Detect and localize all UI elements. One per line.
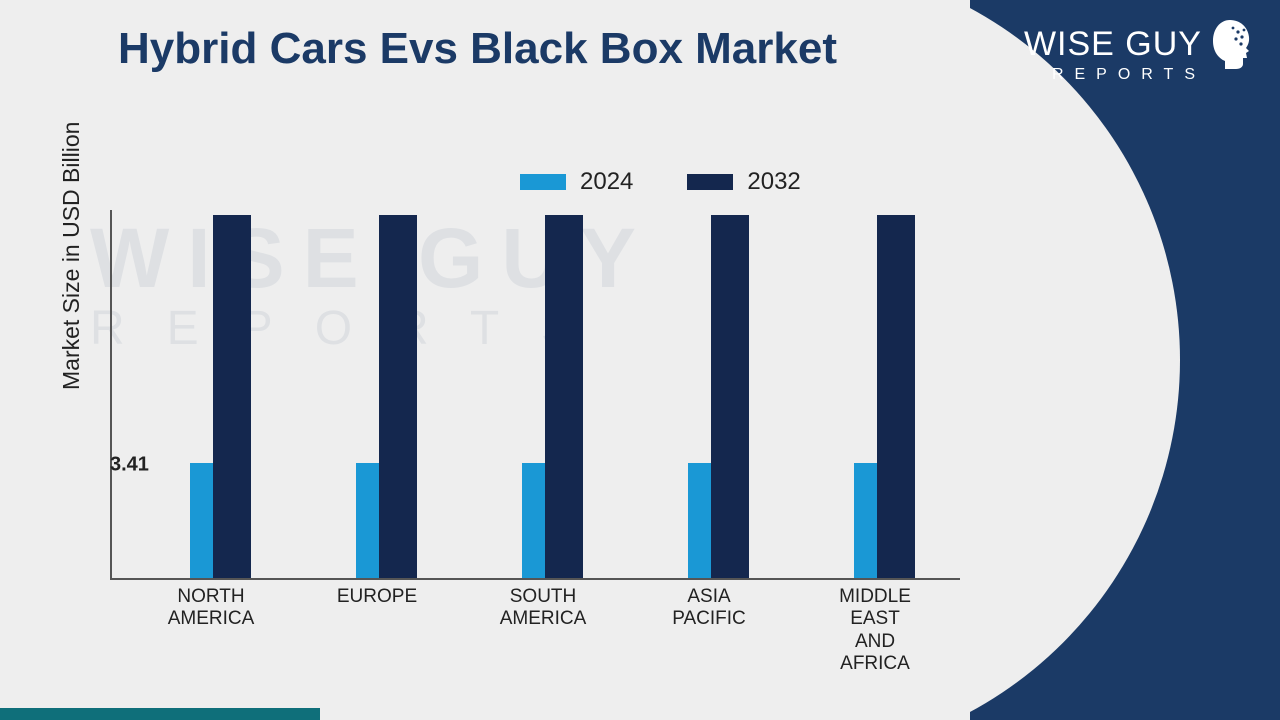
y-tick-label: 3.41: [110, 454, 116, 477]
category-label: NORTHAMERICA: [141, 580, 281, 631]
bar: [213, 215, 251, 578]
y-axis-label: Market Size in USD Billion: [58, 122, 85, 390]
plot-area: 3.41 NORTHAMERICA EUROPE SOUTHAMERICA ASIAPA…: [110, 210, 960, 580]
legend: 2024 2032: [520, 168, 801, 196]
logo-text-main: WISE GUY: [1024, 25, 1202, 64]
chart-canvas: WISE GUY REPORTS WISE GUY REPORTS Hybrid…: [0, 0, 1280, 720]
legend-label-1: 2032: [747, 168, 800, 196]
brand-logo: WISE GUY REPORTS: [1024, 18, 1254, 84]
bar: [379, 215, 417, 578]
bar-group: ASIAPACIFIC: [644, 210, 774, 580]
bottom-accent-strip: [0, 708, 320, 720]
legend-swatch-0: [520, 174, 566, 190]
category-label: EUROPE: [307, 580, 447, 608]
logo-text-sub: REPORTS: [1024, 66, 1206, 84]
category-label: ASIAPACIFIC: [639, 580, 779, 631]
legend-swatch-1: [687, 174, 733, 190]
head-silhouette-icon: [1208, 18, 1254, 70]
bar-group: SOUTHAMERICA: [478, 210, 608, 580]
legend-item-1: 2032: [687, 168, 800, 196]
y-axis-line: [110, 210, 112, 580]
right-brand-panel: [970, 0, 1280, 720]
bar-group: EUROPE: [312, 210, 442, 580]
bar-group: NORTHAMERICA: [146, 210, 276, 580]
category-label: SOUTHAMERICA: [473, 580, 613, 631]
bar: [545, 215, 583, 578]
legend-item-0: 2024: [520, 168, 633, 196]
bar-group: MIDDLEEASTANDAFRICA: [810, 210, 940, 580]
bar: [877, 215, 915, 578]
bar: [711, 215, 749, 578]
chart-title: Hybrid Cars Evs Black Box Market: [118, 24, 837, 74]
category-label: MIDDLEEASTANDAFRICA: [805, 580, 945, 676]
legend-label-0: 2024: [580, 168, 633, 196]
